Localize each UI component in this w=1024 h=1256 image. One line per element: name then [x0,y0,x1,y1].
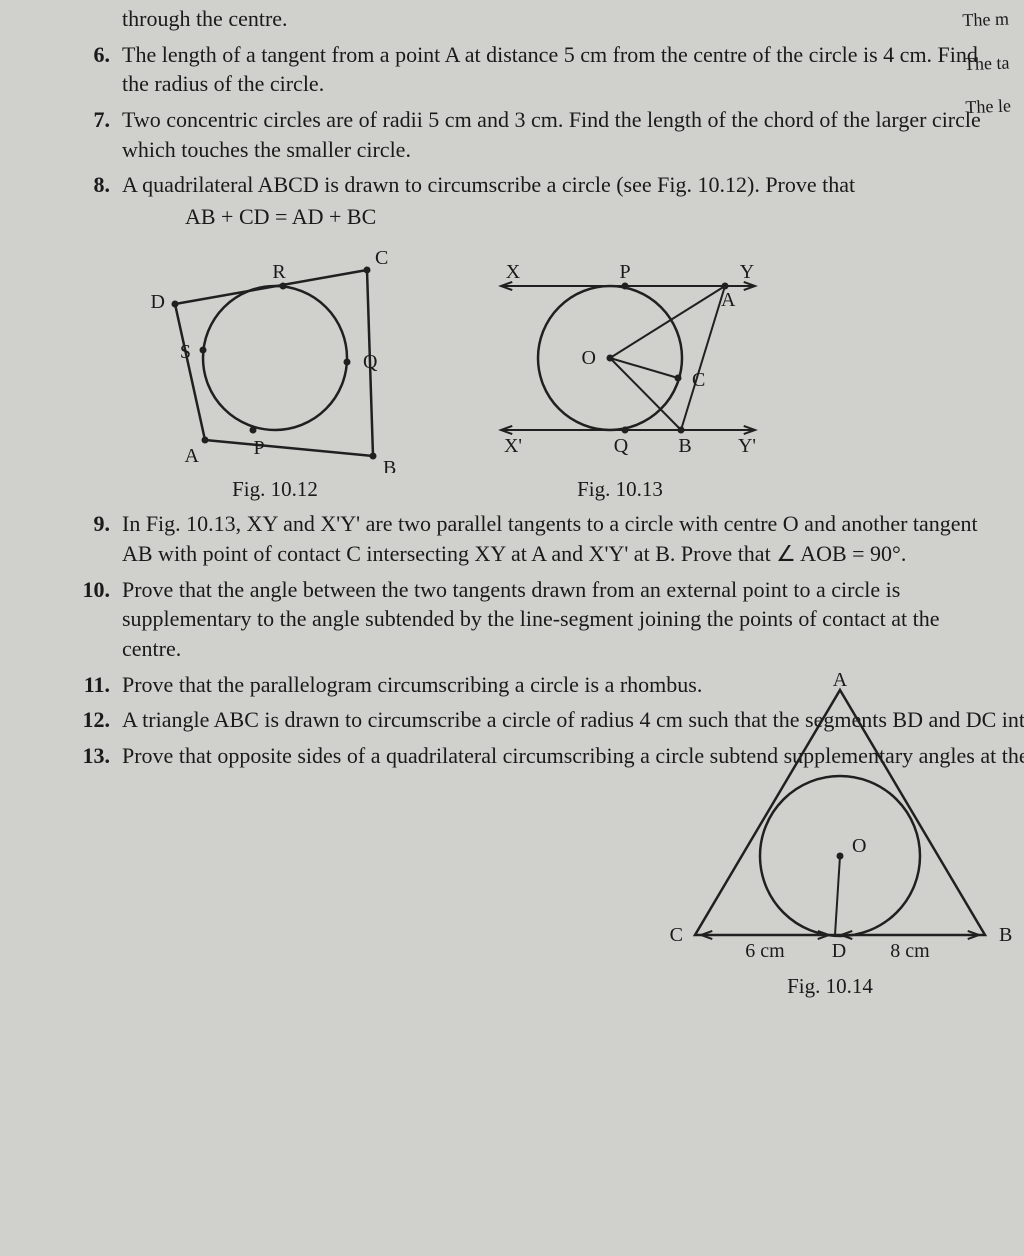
svg-text:O: O [582,347,596,369]
svg-text:D: D [151,291,165,313]
page-edge-text: The m The ta The le [962,0,1024,132]
fig-10-12: A B C D P Q R S Fig. 10.12 [145,238,405,503]
svg-text:6 cm: 6 cm [745,940,785,962]
q8-equation: AB + CD = AD + BC [185,202,1024,232]
svg-text:C: C [670,924,683,946]
fig-10-14: ABCDO6 cm8 cm Fig. 10.14 [665,670,1024,1000]
q11-q12-with-fig: 11. Prove that the parallelogram circums… [65,670,1024,1000]
figures-row: A B C D P Q R S Fig. 10.12 X Y X' Y' A B C O P Q Fig. 10… [145,238,1024,503]
pre-line: through the centre. [122,4,1024,34]
q9: 9. In Fig. 10.13, XY and X'Y' are two pa… [65,509,1024,568]
svg-text:Q: Q [363,351,378,373]
q6-num: 6. [65,40,122,99]
q7-num: 7. [65,105,122,164]
q10: 10. Prove that the angle between the two… [65,575,1024,664]
svg-text:S: S [180,341,191,363]
svg-text:Y': Y' [738,435,756,457]
svg-text:C: C [692,369,705,391]
svg-text:X: X [506,261,521,283]
q8: 8. A quadrilateral ABCD is drawn to circ… [65,170,1024,200]
margin-1: The m [962,0,1024,41]
svg-text:8 cm: 8 cm [890,940,930,962]
svg-text:C: C [375,247,388,269]
q10-text: Prove that the angle between the two tan… [122,575,1024,664]
svg-text:P: P [619,261,630,283]
svg-text:B: B [678,435,691,457]
q12-num: 12. [65,705,122,735]
q7: 7. Two concentric circles are of radii 5… [65,105,1024,164]
svg-text:O: O [852,835,866,857]
q7-text: Two concentric circles are of radii 5 cm… [122,105,1024,164]
q13-num: 13. [65,741,122,771]
svg-text:P: P [253,437,264,459]
q11-text: Prove that the parallelogram circumscrib… [122,670,712,700]
svg-text:A: A [833,670,848,691]
margin-3: The le [965,86,1024,128]
svg-text:B: B [383,457,396,473]
svg-text:B: B [999,924,1012,946]
fig13-caption: Fig. 10.13 [465,475,775,503]
q10-num: 10. [65,575,122,664]
q11-num: 11. [65,670,122,700]
q9-num: 9. [65,509,122,568]
q9-text: In Fig. 10.13, XY and X'Y' are two paral… [122,509,1024,568]
svg-text:Q: Q [614,435,629,457]
svg-text:D: D [832,940,846,962]
svg-text:X': X' [504,435,522,457]
fig12-caption: Fig. 10.12 [145,475,405,503]
svg-text:R: R [272,261,286,283]
fig-10-13: X Y X' Y' A B C O P Q Fig. 10.13 [465,238,775,503]
margin-2: The ta [963,42,1024,84]
svg-text:Y: Y [740,261,754,283]
svg-text:A: A [721,289,736,311]
fig14-caption: Fig. 10.14 [635,972,1024,1000]
q8-text: A quadrilateral ABCD is drawn to circums… [122,170,1024,200]
svg-text:A: A [185,445,200,467]
q6-text: The length of a tangent from a point A a… [122,40,1024,99]
q8-num: 8. [65,170,122,200]
q6: 6. The length of a tangent from a point … [65,40,1024,99]
